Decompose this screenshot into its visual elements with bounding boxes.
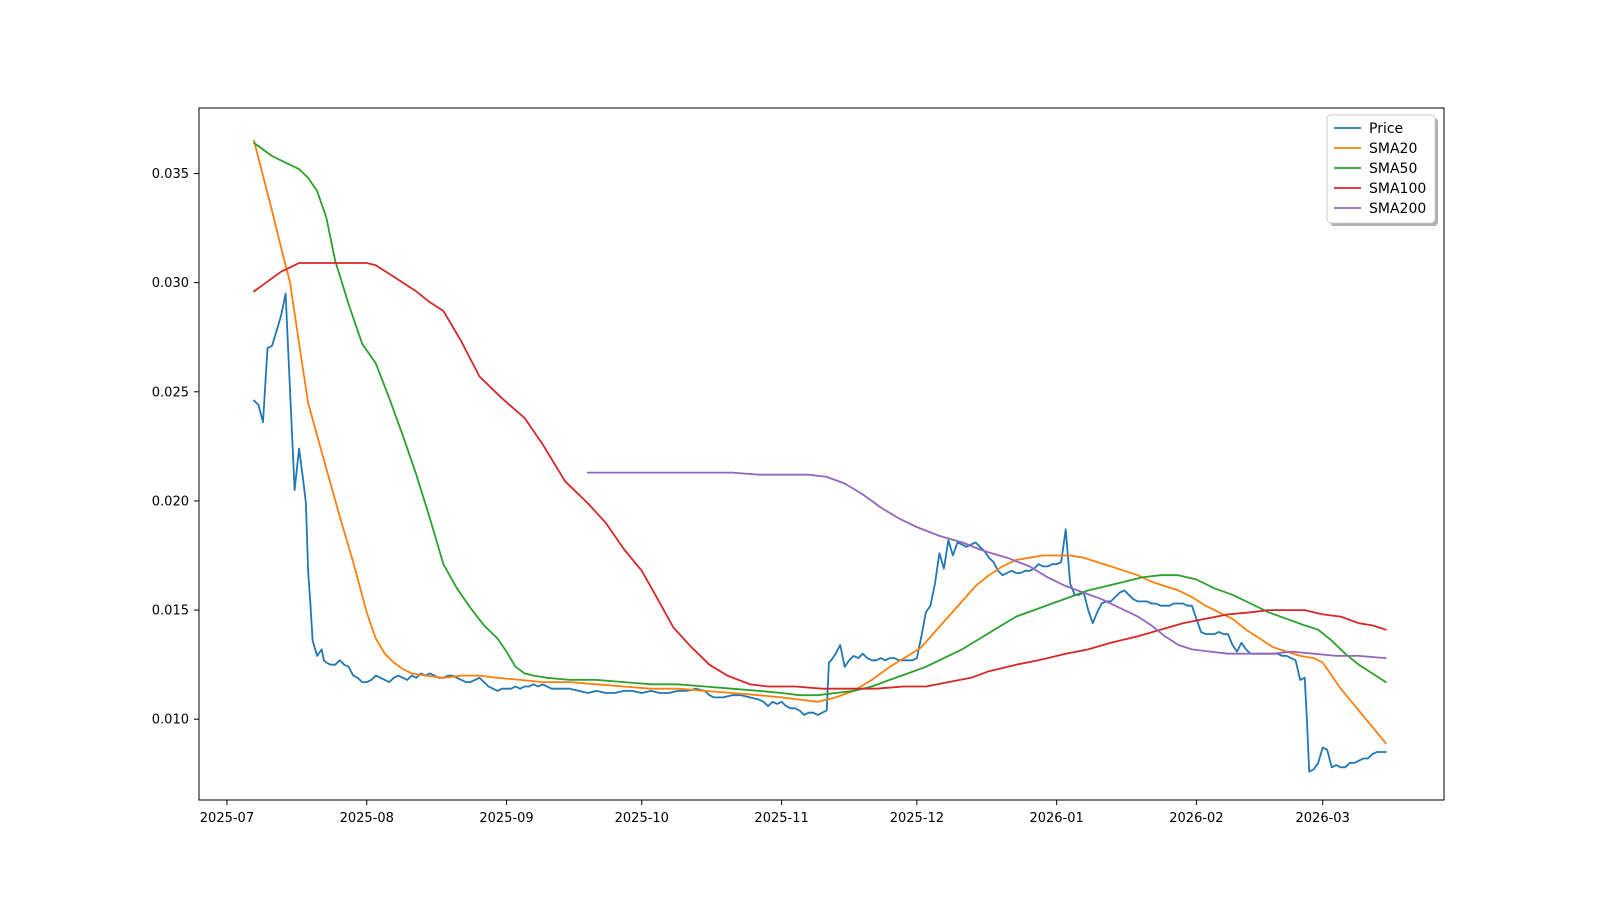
plot-background [199,108,1444,800]
plot-area [199,108,1444,800]
x-tick-label: 2025-12 [890,811,944,826]
x-tick-label: 2026-02 [1169,811,1223,826]
x-tick-label: 2025-11 [754,811,808,826]
legend-label-sma100: SMA100 [1369,181,1426,197]
legend: Price SMA20 SMA50 SMA100 SMA200 [1326,114,1438,226]
series-line-sma50 [253,141,1387,697]
axis-ticks: 2025-07 2025-08 2025-09 2025-10 2025-11 2025-… [152,167,1350,826]
axes-spines [198,107,1445,801]
y-tick-label: 0.010 [152,713,189,728]
plot-frame [198,107,1445,801]
x-tick-label: 2025-07 [200,811,254,826]
legend-label-sma20: SMA20 [1369,141,1417,157]
x-tick-label: 2026-03 [1296,811,1350,826]
y-tick-label: 0.030 [152,276,189,291]
y-tick-label: 0.025 [152,385,189,400]
series-line-price [253,292,1387,773]
x-tick-label: 2025-09 [479,811,533,826]
y-tick-label: 0.020 [152,494,189,509]
series-line-sma100 [253,262,1387,690]
y-tick-label: 0.015 [152,604,189,619]
series-line-sma20 [253,139,1387,745]
legend-label-sma200: SMA200 [1369,201,1426,217]
legend-label-sma50: SMA50 [1369,161,1417,177]
legend-box [1326,114,1436,224]
x-tick-label: 2025-10 [615,811,669,826]
x-tick-label: 2025-08 [340,811,394,826]
legend-label-price: Price [1369,121,1403,137]
series-lines [253,139,1387,773]
series-line-sma200 [586,471,1387,659]
x-tick-label: 2026-01 [1029,811,1083,826]
y-tick-label: 0.035 [152,167,189,182]
